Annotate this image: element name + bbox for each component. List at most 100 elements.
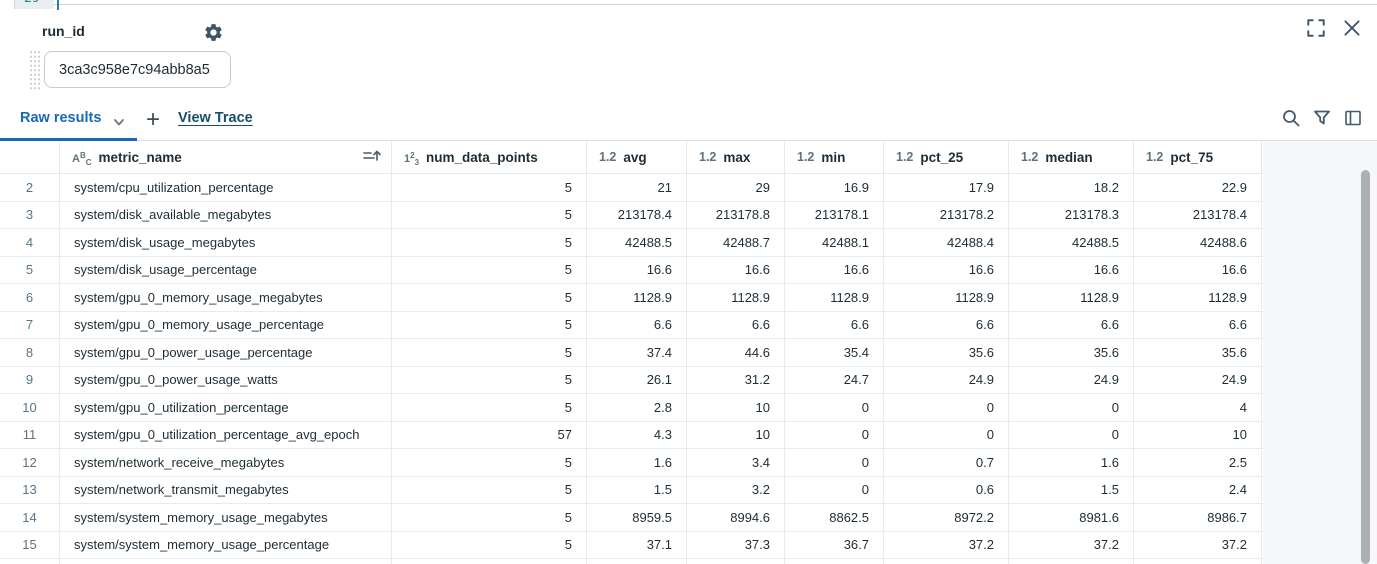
cell-pct-75: 1128.9 [1134, 284, 1262, 311]
table-row[interactable]: 3 system/disk_available_megabytes 5 2131… [0, 201, 1263, 229]
cell-avg: 213178.4 [587, 201, 687, 228]
cell-median: 1.5 [1009, 476, 1134, 503]
column-header-avg[interactable]: 1.2 avg [587, 141, 687, 173]
column-header-max[interactable]: 1.2 max [687, 141, 785, 173]
column-label: min [821, 149, 846, 165]
table-row[interactable]: 6 system/gpu_0_memory_usage_megabytes 5 … [0, 284, 1263, 312]
view-trace-link[interactable]: View Trace [178, 110, 253, 126]
table-side-gutter [1263, 141, 1377, 564]
cell-pct-75: 24.9 [1134, 366, 1262, 393]
cell-max: 213178.8 [687, 201, 785, 228]
row-number-header [0, 141, 60, 173]
table-row[interactable]: 11 system/gpu_0_utilization_percentage_a… [0, 421, 1263, 449]
table-row[interactable]: 14 system/system_memory_usage_megabytes … [0, 504, 1263, 532]
cell-pct-75: 213178.4 [1134, 201, 1262, 228]
column-header-pct-25[interactable]: 1.2 pct_25 [884, 141, 1009, 173]
cell-max: 10 [687, 421, 785, 448]
cell-median: 24.9 [1009, 366, 1134, 393]
cell-min: 35.4 [785, 339, 884, 366]
vertical-scrollbar[interactable] [1361, 170, 1370, 564]
cell-num-data-points: 57 [392, 421, 587, 448]
cell-metric-name: system/network_receive_megabytes [60, 449, 392, 476]
cell-num-data-points: 5 [392, 311, 587, 338]
table-row[interactable]: 5 system/disk_usage_percentage 5 16.6 16… [0, 256, 1263, 284]
close-icon[interactable] [1341, 17, 1363, 39]
cell-num-data-points: 5 [392, 449, 587, 476]
cell-median: 42488.5 [1009, 229, 1134, 256]
cell-min: 24.7 [785, 366, 884, 393]
row-number: 4 [0, 229, 60, 256]
column-header-min[interactable]: 1.2 min [785, 141, 884, 173]
sort-asc-icon[interactable] [363, 149, 381, 165]
cell-metric-name: system/system_memory_usage_percentage [60, 531, 392, 558]
table-row[interactable]: 7 system/gpu_0_memory_usage_percentage 5… [0, 311, 1263, 339]
cell-avg: 6.6 [587, 311, 687, 338]
cell-num-data-points: 5 [392, 394, 587, 421]
cell-metric-name: system/gpu_0_memory_usage_percentage [60, 311, 392, 338]
table-row[interactable]: 13 system/network_transmit_megabytes 5 1… [0, 476, 1263, 504]
cell-pct-25: 8972.2 [884, 504, 1009, 531]
table-row[interactable]: 4 system/disk_usage_megabytes 5 42488.5 … [0, 229, 1263, 257]
cell-pct-75: 10 [1134, 421, 1262, 448]
cell-median: 0 [1009, 394, 1134, 421]
table-row[interactable]: 10 system/gpu_0_utilization_percentage 5… [0, 394, 1263, 422]
drag-handle[interactable] [29, 50, 41, 90]
cell-pct-25: 42488.4 [884, 229, 1009, 256]
cell-max: 3.2 [687, 476, 785, 503]
table-row[interactable]: 2 system/cpu_utilization_percentage 5 21… [0, 174, 1263, 202]
column-header-metric-name[interactable]: ABC metric_name [60, 141, 392, 173]
cell-median: 0 [1009, 421, 1134, 448]
cell-max: 6.6 [687, 311, 785, 338]
column-header-pct-75[interactable]: 1.2 pct_75 [1134, 141, 1262, 173]
tab-raw-results[interactable]: Raw results [20, 110, 102, 126]
gear-icon[interactable] [203, 22, 224, 43]
cell-pct-25: 1128.9 [884, 284, 1009, 311]
column-label: pct_25 [920, 149, 964, 165]
results-table: ABC metric_name 123 num_data_points 1.2 … [0, 141, 1263, 564]
table-row[interactable]: 9 system/gpu_0_power_usage_watts 5 26.1 … [0, 366, 1263, 394]
table-row[interactable]: 15 system/system_memory_usage_percentage… [0, 531, 1263, 559]
cell-pct-25: 213178.2 [884, 201, 1009, 228]
cell-pct-25: 0.7 [884, 449, 1009, 476]
cell-metric-name: system/disk_usage_percentage [60, 256, 392, 283]
cell-min: 36.7 [785, 531, 884, 558]
chevron-down-icon[interactable] [112, 115, 126, 134]
column-header-median[interactable]: 1.2 median [1009, 141, 1134, 173]
cell-metric-name: system/gpu_0_utilization_percentage_avg_… [60, 421, 392, 448]
columns-icon[interactable] [1343, 108, 1363, 128]
cell-median: 1.6 [1009, 449, 1134, 476]
cell-pct-25: 0.6 [884, 476, 1009, 503]
cell-pct-75: 4 [1134, 394, 1262, 421]
cell-median: 35.6 [1009, 339, 1134, 366]
add-tab-button[interactable]: + [146, 106, 161, 133]
cell-num-data-points: 5 [392, 284, 587, 311]
row-number: 10 [0, 394, 60, 421]
row-number: 14 [0, 504, 60, 531]
table-body: 2 system/cpu_utilization_percentage 5 21… [0, 174, 1263, 559]
divider [14, 4, 1377, 5]
cell-metric-name: system/disk_usage_megabytes [60, 229, 392, 256]
run-id-input[interactable] [44, 51, 231, 88]
filter-icon[interactable] [1312, 108, 1332, 128]
column-header-num-data-points[interactable]: 123 num_data_points [392, 141, 587, 173]
cell-pct-75: 2.5 [1134, 449, 1262, 476]
table-row[interactable]: 12 system/network_receive_megabytes 5 1.… [0, 449, 1263, 477]
row-number: 5 [0, 256, 60, 283]
table-row[interactable]: 8 system/gpu_0_power_usage_percentage 5 … [0, 339, 1263, 367]
cell-pct-25: 16.6 [884, 256, 1009, 283]
cell-min: 0 [785, 421, 884, 448]
cell-num-data-points: 5 [392, 476, 587, 503]
row-number: 8 [0, 339, 60, 366]
expand-icon[interactable] [1305, 17, 1327, 39]
cell-num-data-points: 5 [392, 531, 587, 558]
cell-avg: 16.6 [587, 256, 687, 283]
cell-min: 6.6 [785, 311, 884, 338]
search-icon[interactable] [1281, 108, 1301, 128]
table-header: ABC metric_name 123 num_data_points 1.2 … [0, 141, 1263, 174]
cell-num-data-points: 5 [392, 201, 587, 228]
column-label: median [1045, 149, 1093, 165]
results-tabbar: Raw results + View Trace [0, 100, 1377, 141]
cell-pct-75: 42488.6 [1134, 229, 1262, 256]
cell-min: 0 [785, 449, 884, 476]
cell-pct-25: 37.2 [884, 531, 1009, 558]
